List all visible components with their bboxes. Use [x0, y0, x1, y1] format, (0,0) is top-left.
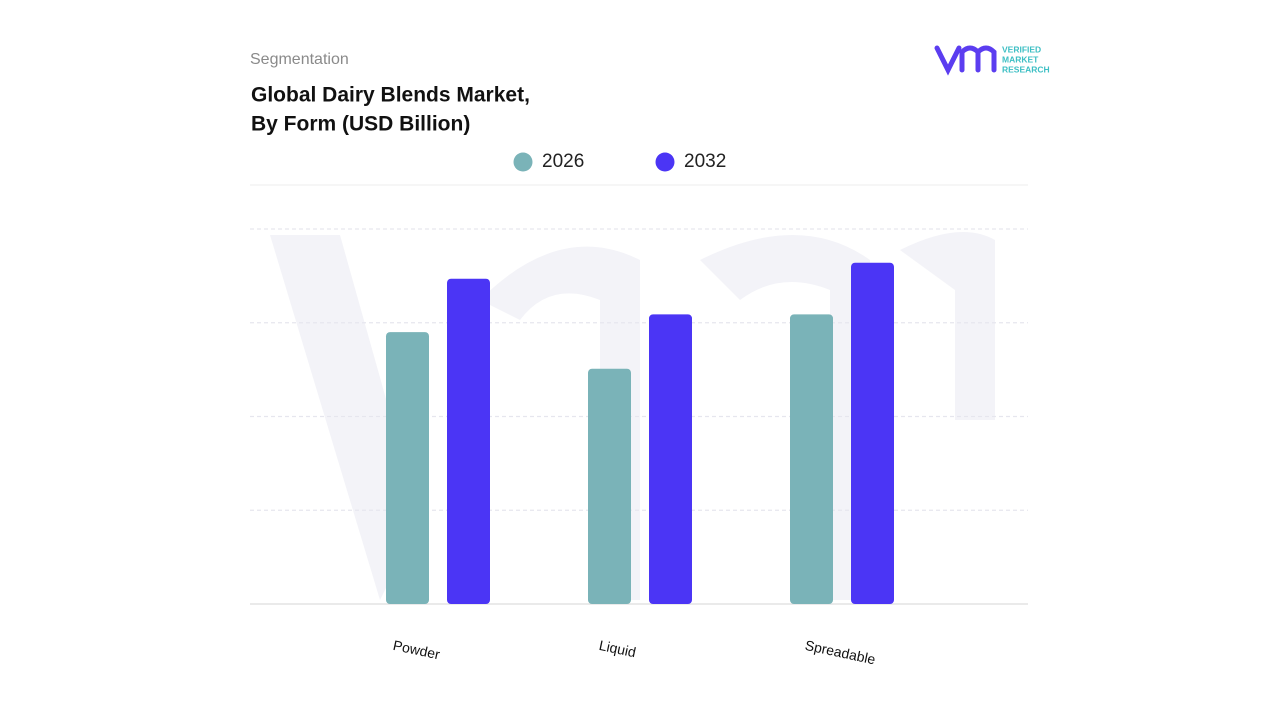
legend-swatch — [513, 152, 533, 172]
bar — [447, 278, 490, 604]
chart-title: By Form (USD Billion) — [251, 113, 470, 136]
chart-title: Global Dairy Blends Market, — [251, 84, 530, 107]
x-tick-label: Spreadable — [804, 637, 878, 668]
section-label: Segmentation — [250, 51, 349, 68]
legend-label: 2026 — [542, 151, 584, 172]
bar — [588, 368, 631, 604]
x-tick-label: Powder — [392, 637, 442, 663]
logo-text: MARKET — [1002, 54, 1039, 64]
bar — [790, 314, 833, 604]
x-tick-label: Liquid — [598, 637, 638, 660]
bar — [386, 332, 429, 604]
logo-text: RESEARCH — [1002, 64, 1050, 74]
bar — [851, 262, 894, 604]
logo-text: VERIFIED — [1002, 44, 1041, 54]
logo-mark — [934, 45, 997, 76]
bar — [649, 314, 692, 604]
legend-swatch — [655, 152, 675, 172]
legend-label: 2032 — [684, 151, 726, 172]
logo: VERIFIED MARKET RESEARCH — [934, 44, 1050, 76]
